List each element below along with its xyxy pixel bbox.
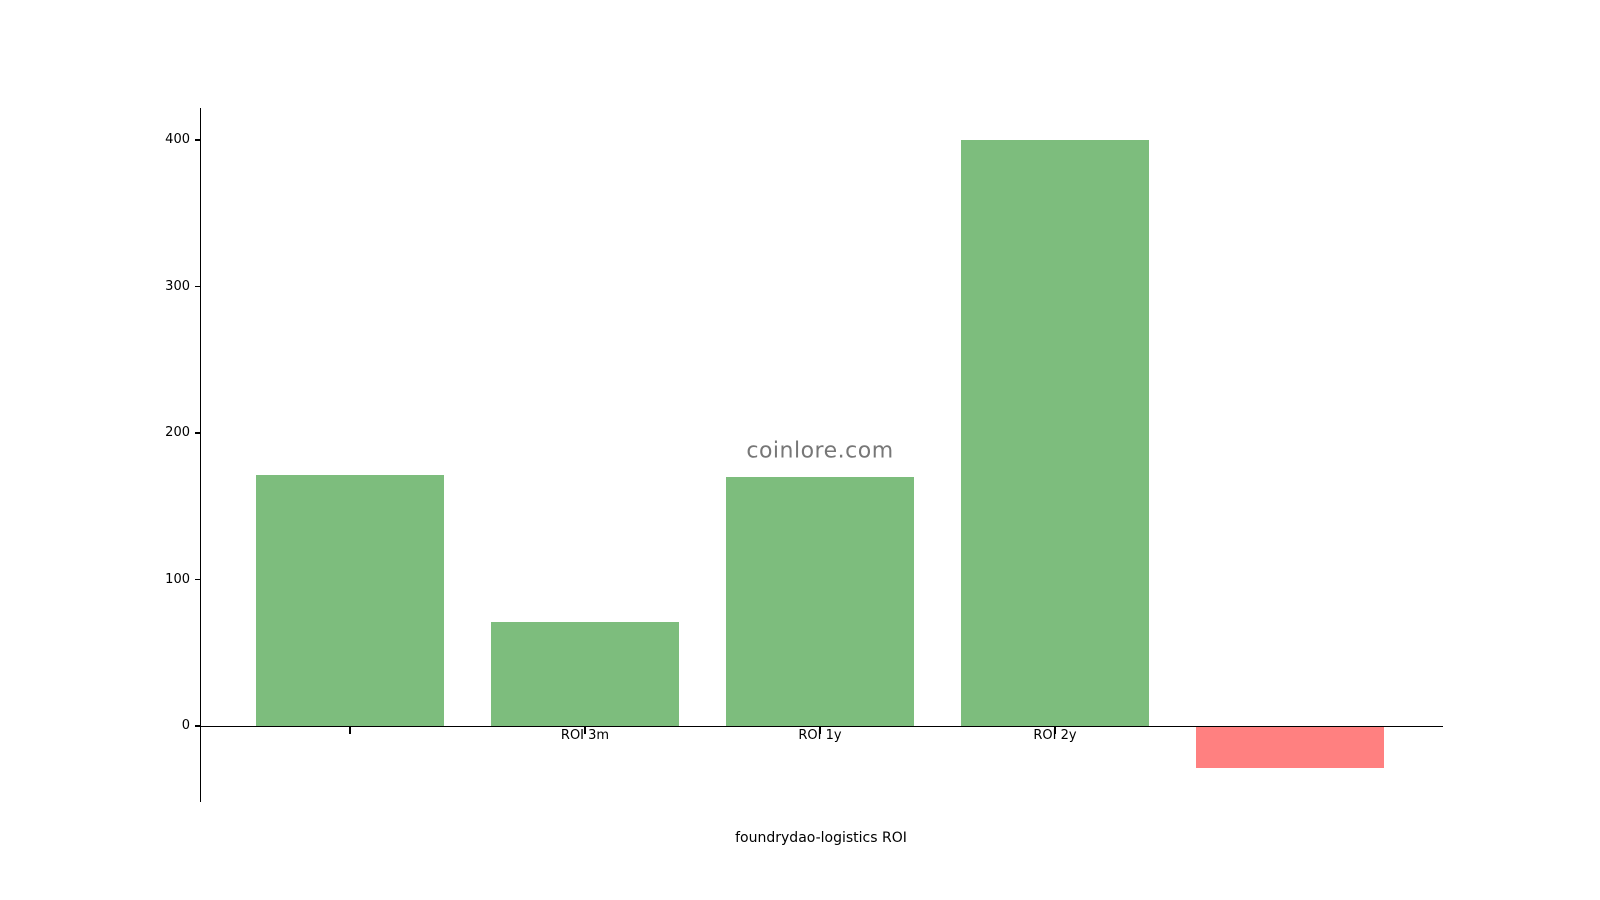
y-tick-mark: [195, 432, 200, 434]
y-tick-mark: [195, 285, 200, 288]
x-tick-mark: [1054, 726, 1056, 734]
bar-roi-1y: [726, 476, 914, 726]
x-tick-mark: [584, 726, 586, 734]
y-tick-mark: [195, 725, 200, 727]
y-axis-line: [199, 108, 201, 802]
y-tick-mark: [195, 139, 200, 141]
y-tick-label: 200: [165, 425, 190, 440]
x-tick-label: ROI 1y: [798, 728, 842, 743]
x-axis-title: foundrydao-logistics ROI: [735, 830, 907, 846]
x-tick-label: ROI 3m: [560, 728, 610, 743]
bar-unlabeled-4: [1196, 726, 1384, 769]
bar-unlabeled-0: [256, 475, 444, 726]
bar-roi-2y: [961, 140, 1149, 726]
y-tick-label: 300: [165, 278, 190, 294]
y-tick-label: 400: [165, 132, 190, 147]
x-tick-mark: [349, 726, 351, 734]
bar-roi-3m: [491, 621, 679, 726]
y-tick-mark: [195, 578, 200, 581]
watermark-text: coinlore.com: [746, 438, 894, 464]
x-axis-line: [200, 725, 1443, 727]
x-tick-label: ROI 2y: [1033, 728, 1077, 743]
x-tick-mark: [819, 726, 821, 734]
y-tick-label: 100: [165, 571, 190, 587]
y-tick-label: 0: [181, 718, 190, 733]
